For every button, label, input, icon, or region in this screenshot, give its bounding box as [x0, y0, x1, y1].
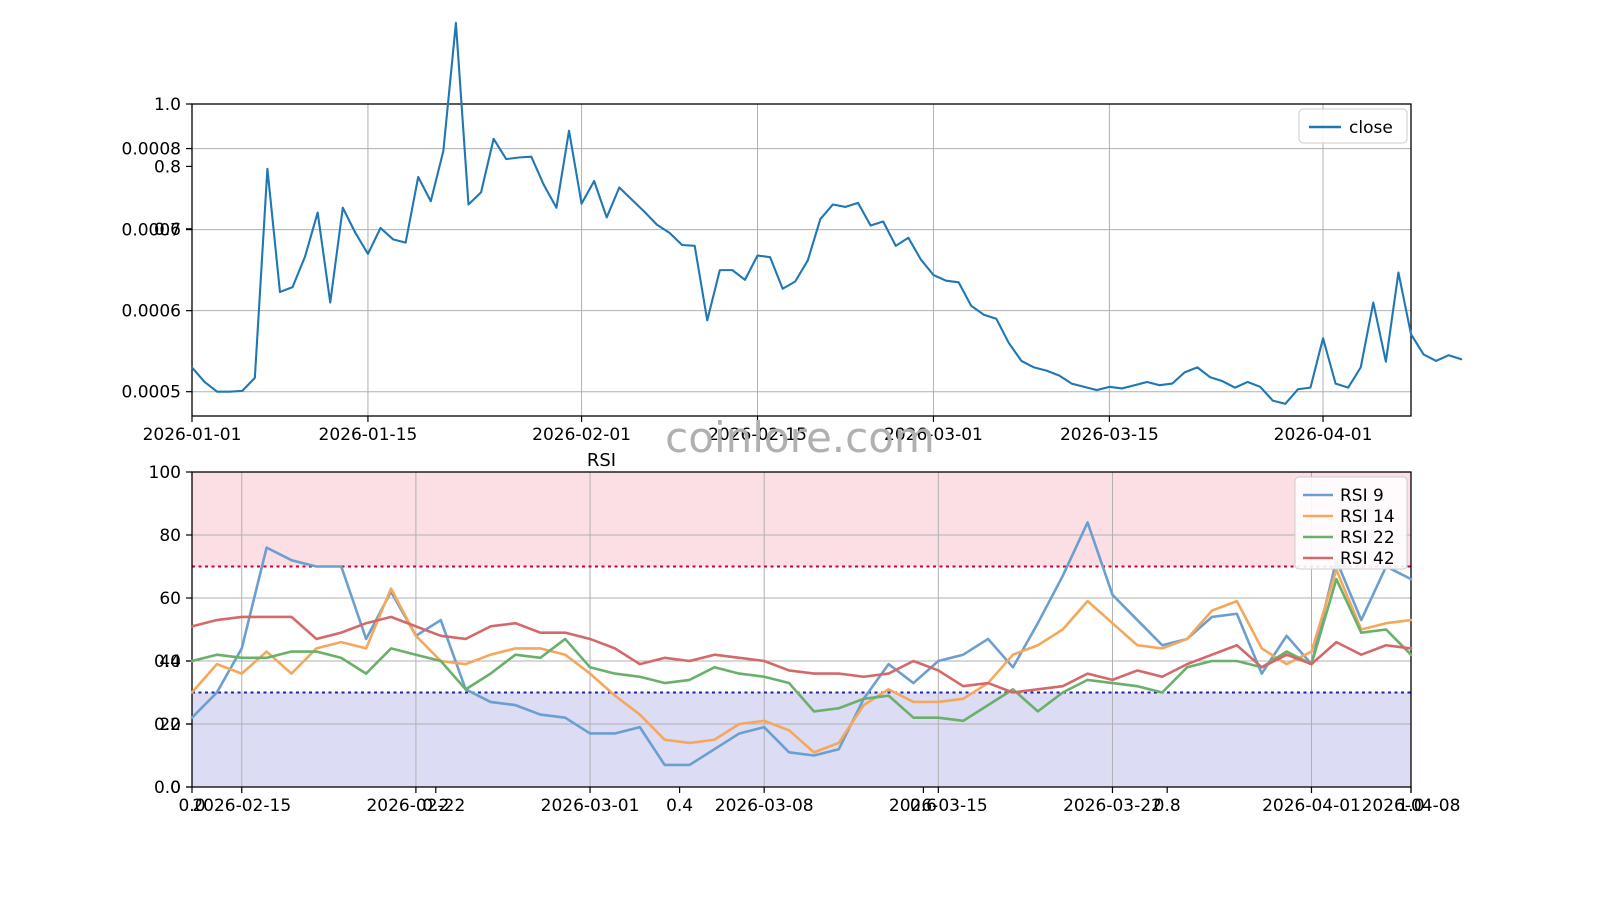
price-xtick-label: 2026-02-01	[532, 425, 631, 445]
rsi-overlay-xtick-label: 0.2	[422, 796, 449, 816]
rsi-xtick-label: 2026-03-01	[541, 796, 640, 816]
rsi-xtick-label: 2026-04-08	[1362, 796, 1461, 816]
price-legend-label-close: close	[1349, 118, 1393, 138]
price-xtick-label: 2026-01-15	[319, 425, 418, 445]
rsi-overlay-ytick-label: 0.0	[154, 778, 181, 798]
rsi-xtick-label: 2026-02-22	[366, 796, 465, 816]
rsi-overlay-xtick-label: 0.4	[666, 796, 693, 816]
price-xtick-label: 2026-01-01	[143, 425, 242, 445]
price-xtick-label: 2026-03-01	[884, 425, 983, 445]
rsi-series-RSI-14	[190, 568, 1413, 754]
rsi-ytick-label: 40	[159, 652, 181, 672]
rsi-series-RSI-42	[190, 615, 1413, 694]
rsi-legend-label-RSI-9: RSI 9	[1340, 486, 1384, 506]
price-overlay-ytick-label: 1.0	[154, 95, 181, 115]
price-ytick-label: 0.0008	[122, 140, 181, 160]
rsi-xtick-label: 2026-03-15	[889, 796, 988, 816]
price-overlay-ytick-label: 0.6	[154, 220, 181, 240]
watermark-coinlore: coinlore.com	[665, 413, 935, 462]
rsi-ytick-label: 80	[159, 526, 181, 546]
price-overlay-ytick-label: 0.8	[154, 157, 181, 177]
rsi-ytick-label: 20	[159, 715, 181, 735]
rsi-panel-title: RSI	[587, 450, 616, 471]
rsi-legend-label-RSI-42: RSI 42	[1340, 549, 1395, 569]
rsi-xtick-label: 2026-04-01	[1262, 796, 1361, 816]
price-xtick-label: 2026-03-15	[1060, 425, 1159, 445]
rsi-overlay-xtick-label: 0.8	[1154, 796, 1181, 816]
price-ytick-label: 0.0005	[122, 383, 181, 403]
rsi-legend-label-RSI-22: RSI 22	[1340, 528, 1395, 548]
price-legend-box[interactable]	[1298, 108, 1408, 144]
rsi-overlay-xtick-label: 0.0	[178, 796, 205, 816]
rsi-overlay-ytick-label: 0.2	[154, 715, 181, 735]
price-chart-panel: 0.0008 0.0007 0.0006 0.0005 1.0 0.8 0.6 2026-01…	[122, 21, 1463, 445]
rsi-overbought-band	[192, 472, 1411, 567]
price-xtick-label: 2026-04-01	[1274, 425, 1373, 445]
rsi-ytick-label: 100	[149, 463, 181, 483]
rsi-xtick-label: 2026-02-15	[192, 796, 291, 816]
price-ytick-label: 0.0006	[122, 302, 181, 322]
rsi-ytick-label: 60	[159, 589, 181, 609]
rsi-legend-label-RSI-14: RSI 14	[1340, 507, 1395, 527]
price-axis-frame	[191, 103, 1412, 417]
price-xtick-label: 2026-02-15	[708, 425, 807, 445]
rsi-ytick-label: 0	[170, 778, 181, 798]
price-series-close	[190, 21, 1463, 405]
price-ytick-label: 0.0007	[122, 221, 181, 241]
price-plot-background	[192, 104, 1411, 416]
rsi-axis-frame	[191, 471, 1412, 788]
rsi-xtick-label: 2026-03-22	[1063, 796, 1162, 816]
rsi-legend-box[interactable]	[1294, 476, 1408, 570]
rsi-series-RSI-22	[190, 577, 1413, 723]
rsi-overlay-xtick-label: 1.0	[1397, 796, 1424, 816]
rsi-xtick-label: 2026-03-08	[715, 796, 814, 816]
rsi-overlay-ytick-label: 0.4	[154, 652, 181, 672]
rsi-overlay-xtick-label: 0.6	[910, 796, 937, 816]
